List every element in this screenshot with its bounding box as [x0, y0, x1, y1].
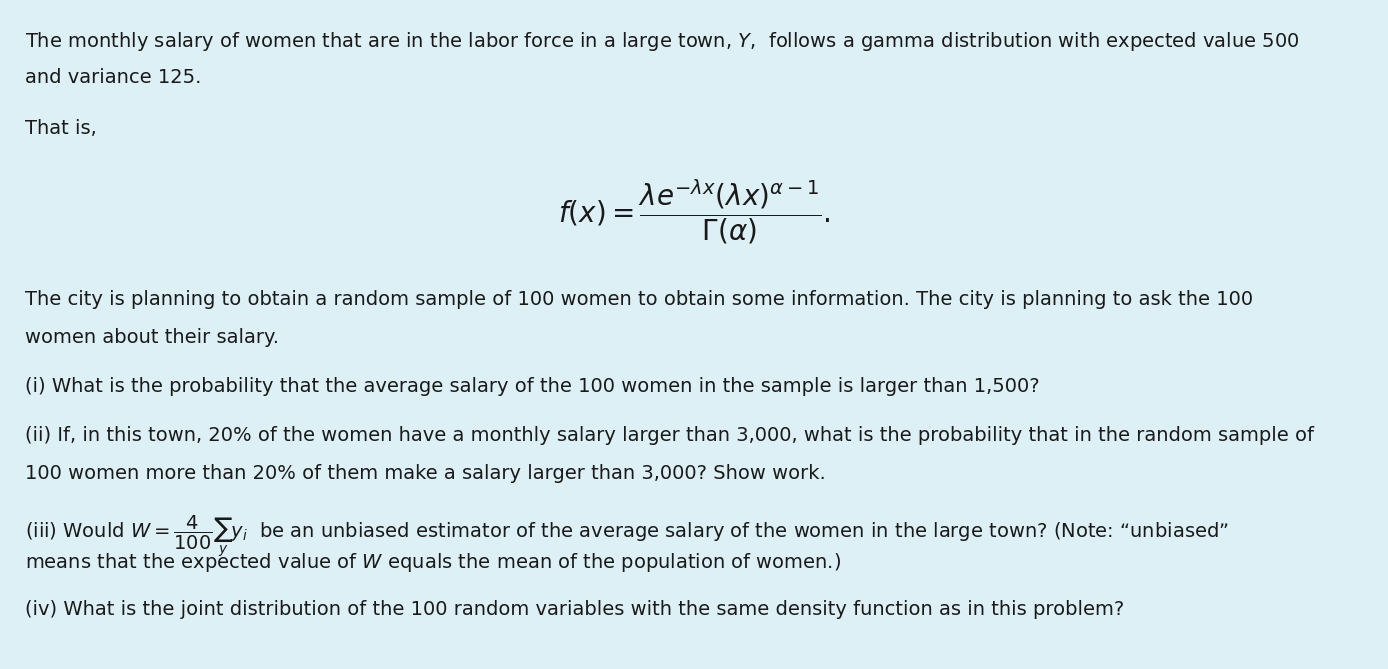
Text: The monthly salary of women that are in the labor force in a large town, $Y$,  f: The monthly salary of women that are in …	[25, 30, 1299, 53]
Text: (i) What is the probability that the average salary of the 100 women in the samp: (i) What is the probability that the ave…	[25, 377, 1040, 396]
Text: (iv) What is the joint distribution of the 100 random variables with the same de: (iv) What is the joint distribution of t…	[25, 600, 1124, 619]
Text: (ii) If, in this town, 20% of the women have a monthly salary larger than 3,000,: (ii) If, in this town, 20% of the women …	[25, 426, 1314, 445]
Text: That is,: That is,	[25, 120, 97, 138]
Text: The city is planning to obtain a random sample of 100 women to obtain some infor: The city is planning to obtain a random …	[25, 290, 1253, 309]
Text: means that the expected value of $W$ equals the mean of the population of women.: means that the expected value of $W$ equ…	[25, 551, 841, 574]
Text: (iii) Would $W = \dfrac{4}{100}\sum_y y_i$  be an unbiased estimator of the aver: (iii) Would $W = \dfrac{4}{100}\sum_y y_…	[25, 513, 1228, 559]
Text: $f(x) = \dfrac{\lambda e^{-\lambda x}(\lambda x)^{\alpha-1}}{\Gamma(\alpha)}.$: $f(x) = \dfrac{\lambda e^{-\lambda x}(\l…	[558, 178, 830, 246]
Text: 100 women more than 20% of them make a salary larger than 3,000? Show work.: 100 women more than 20% of them make a s…	[25, 464, 826, 483]
Text: and variance 125.: and variance 125.	[25, 68, 201, 87]
Text: women about their salary.: women about their salary.	[25, 328, 279, 347]
